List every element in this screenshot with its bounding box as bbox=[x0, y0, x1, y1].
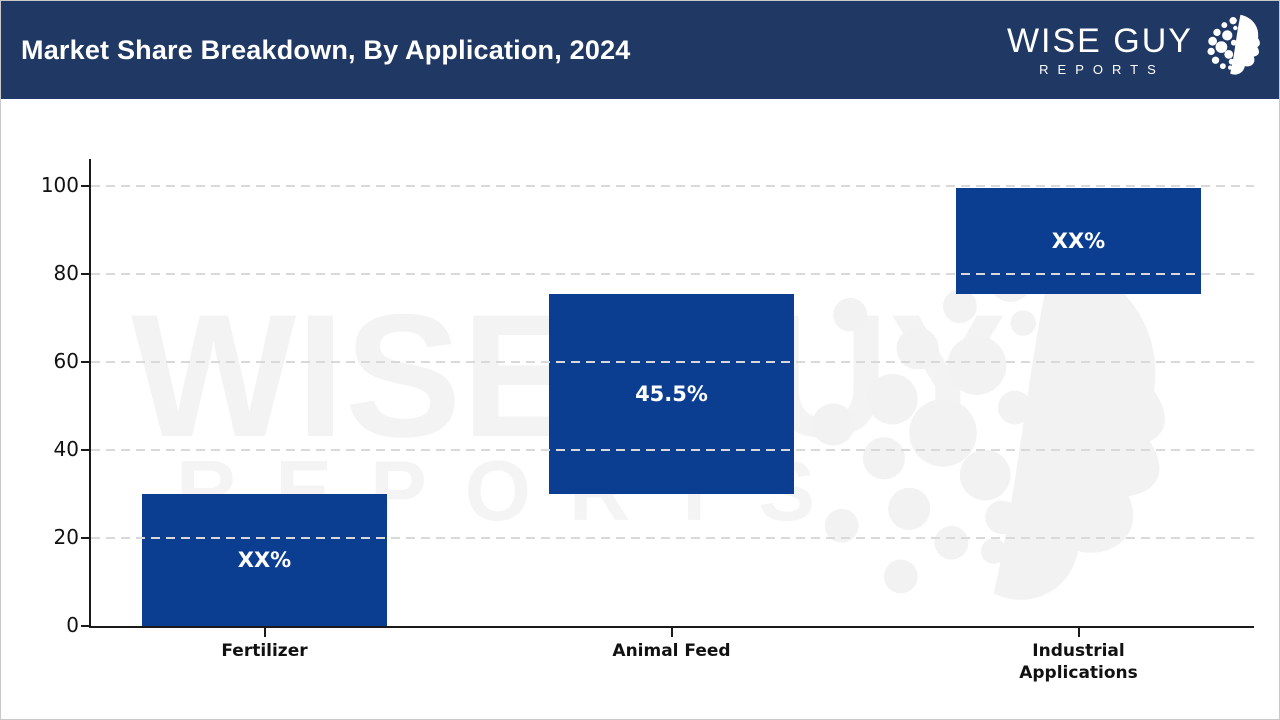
page-title: Market Share Breakdown, By Application, … bbox=[21, 34, 631, 65]
y-tick-mark bbox=[81, 625, 89, 627]
bar-value-label: 45.5% bbox=[635, 381, 708, 406]
x-category-label: Industrial Applications bbox=[1019, 641, 1138, 683]
x-tick-mark bbox=[1077, 628, 1080, 637]
logo-face-icon bbox=[1207, 14, 1260, 75]
header-bar: Market Share Breakdown, By Application, … bbox=[1, 1, 1279, 99]
x-tick-mark bbox=[670, 628, 673, 637]
plot-area: WISE GUY REPORTS XX% 45.5% XX% 0 20 40 60 80 10… bbox=[1, 99, 1279, 719]
bar: XX% bbox=[142, 494, 387, 626]
brand-logo: WISE GUY REPORTS bbox=[1007, 13, 1261, 87]
x-category-label: Fertilizer bbox=[221, 641, 308, 661]
x-category-label: Animal Feed bbox=[612, 641, 731, 661]
watermark-face-icon bbox=[812, 255, 1165, 600]
bar-value-label: XX% bbox=[237, 548, 292, 572]
axes-layer bbox=[1, 99, 1279, 719]
y-tick-mark bbox=[81, 273, 89, 275]
x-tick-mark bbox=[263, 628, 266, 637]
bars-layer: XX% 45.5% XX% bbox=[1, 99, 1279, 719]
y-tick-label: 100 bbox=[40, 173, 79, 197]
bar: 45.5% bbox=[549, 293, 794, 494]
y-tick-mark bbox=[81, 185, 89, 187]
logo-wordmark: WISE GUY bbox=[1006, 21, 1193, 60]
y-tick-label: 60 bbox=[53, 349, 79, 373]
brand-logo-text: WISE GUY REPORTS bbox=[1007, 24, 1193, 77]
y-tick-label: 20 bbox=[53, 525, 79, 549]
bar-value-label: XX% bbox=[1051, 228, 1106, 253]
x-axis-line bbox=[89, 626, 1254, 628]
y-tick-mark bbox=[81, 537, 89, 539]
y-tick-mark bbox=[81, 449, 89, 451]
labels-layer: 0 20 40 60 80 100 Fertilizer Animal Feed Industr… bbox=[1, 99, 1279, 719]
bar: XX% bbox=[956, 188, 1201, 294]
y-tick-label: 0 bbox=[66, 613, 79, 637]
y-tick-label: 80 bbox=[53, 261, 79, 285]
logo-subtext: REPORTS bbox=[1039, 61, 1165, 77]
y-axis-line bbox=[89, 159, 91, 628]
y-tick-label: 40 bbox=[53, 437, 79, 461]
y-tick-mark bbox=[81, 361, 89, 363]
